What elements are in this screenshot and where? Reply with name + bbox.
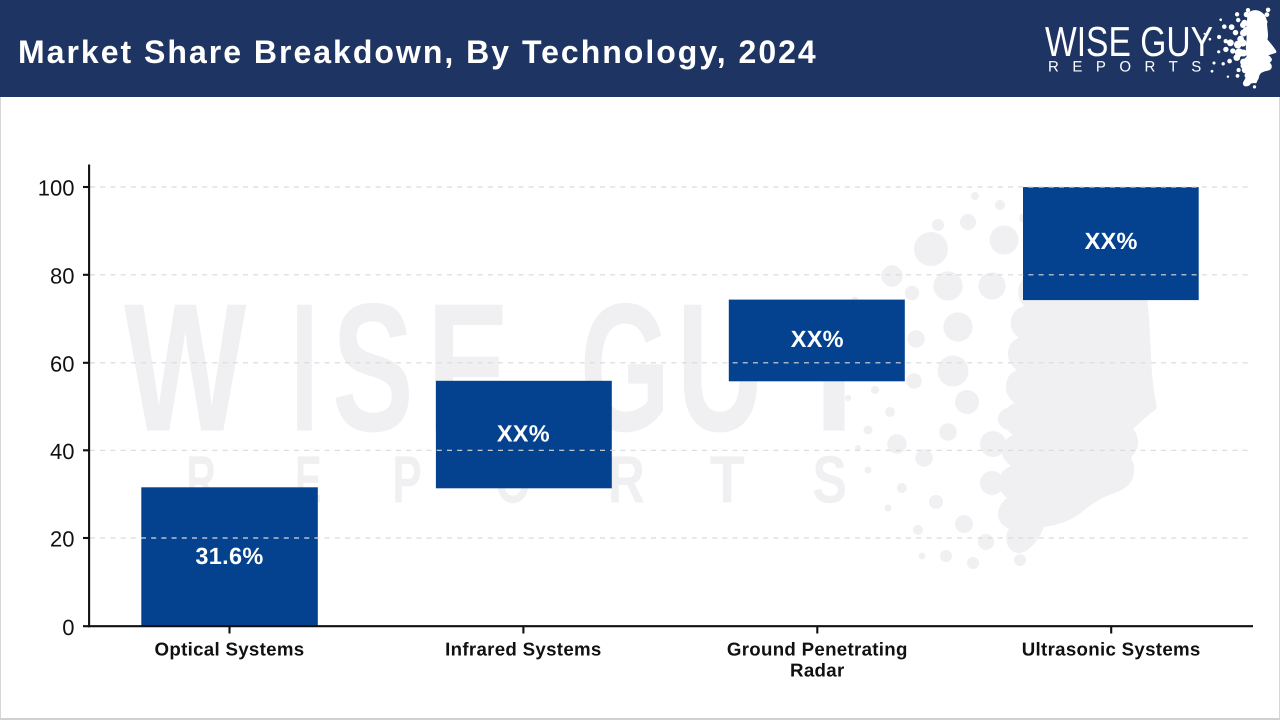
svg-text:WISE GUY: WISE GUY — [1045, 18, 1213, 65]
svg-text:XX%: XX% — [791, 326, 844, 352]
svg-text:0: 0 — [62, 615, 74, 640]
svg-text:40: 40 — [50, 439, 74, 464]
svg-text:REPORTS: REPORTS — [1048, 59, 1215, 76]
svg-text:Radar: Radar — [790, 660, 844, 681]
svg-text:S: S — [812, 443, 847, 518]
svg-text:T: T — [710, 443, 745, 518]
svg-text:W: W — [124, 265, 247, 470]
svg-text:Ultrasonic Systems: Ultrasonic Systems — [1022, 638, 1201, 659]
svg-text:XX%: XX% — [497, 420, 550, 446]
svg-text:I: I — [290, 265, 318, 470]
svg-text:Ground Penetrating: Ground Penetrating — [727, 638, 908, 659]
svg-text:Infrared Systems: Infrared Systems — [445, 638, 601, 659]
svg-text:20: 20 — [50, 527, 74, 552]
svg-text:R: R — [608, 443, 645, 518]
svg-text:31.6%: 31.6% — [195, 543, 263, 569]
svg-text:XX%: XX% — [1085, 228, 1138, 254]
svg-text:60: 60 — [50, 352, 74, 377]
svg-text:P: P — [392, 443, 421, 518]
svg-text:S: S — [332, 265, 414, 470]
svg-text:100: 100 — [38, 176, 75, 201]
svg-text:80: 80 — [50, 264, 74, 289]
svg-text:Optical Systems: Optical Systems — [155, 638, 305, 659]
